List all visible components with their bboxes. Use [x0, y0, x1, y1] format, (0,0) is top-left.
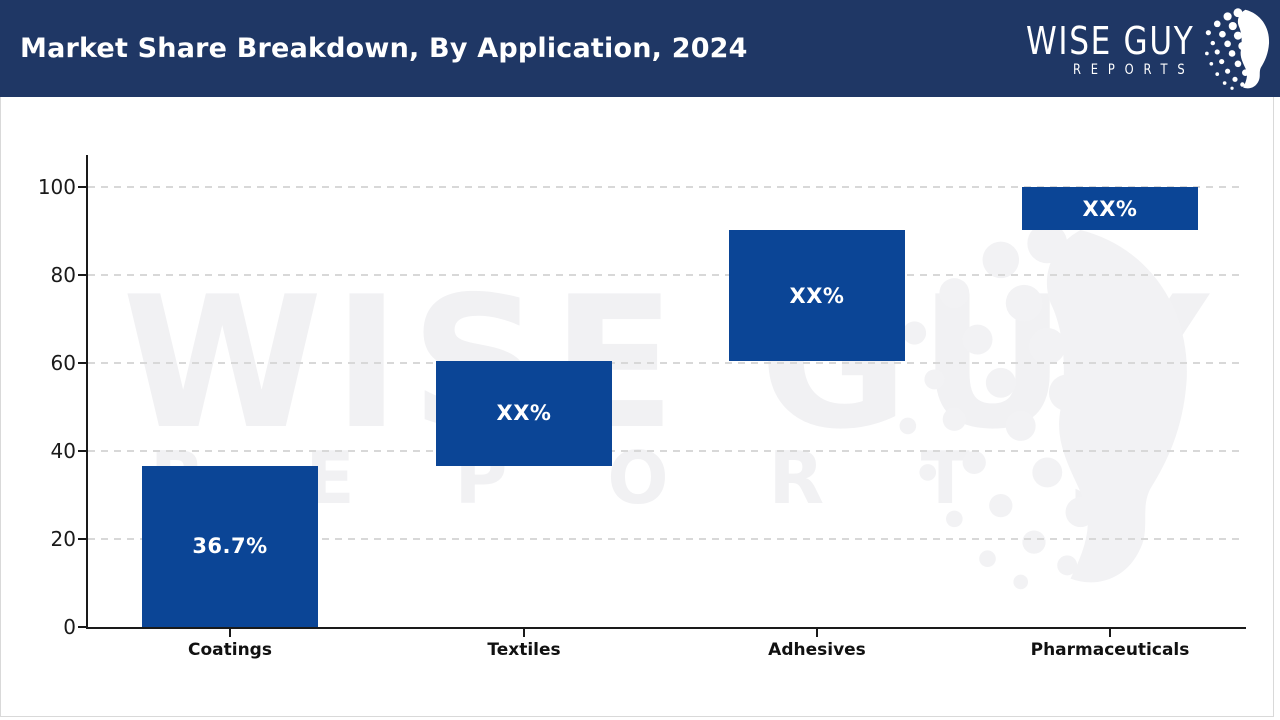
gridline-20: [88, 538, 1245, 540]
bar-value-label: XX%: [496, 401, 552, 426]
y-axis-spine: [86, 155, 88, 629]
y-tick-mark: [78, 362, 86, 364]
bar-value-label: 36.7%: [192, 534, 268, 559]
x-tick-mark: [523, 629, 525, 637]
x-category-label: Coatings: [188, 640, 272, 660]
content-border: [0, 97, 1274, 717]
x-tick-mark: [229, 629, 231, 637]
gridline-40: [88, 450, 1245, 452]
y-tick-label: 20: [50, 527, 76, 551]
y-tick-label: 80: [50, 263, 76, 287]
y-tick-mark: [78, 626, 86, 628]
brand-wordmark: WISE GUY REPORTS: [1026, 21, 1194, 78]
gridline-60: [88, 362, 1245, 364]
header-bar: Market Share Breakdown, By Application, …: [0, 0, 1280, 97]
bar-value-label: XX%: [789, 283, 845, 308]
x-category-label: Pharmaceuticals: [1030, 640, 1190, 660]
x-tick-mark: [816, 629, 818, 637]
y-tick-label: 60: [50, 351, 76, 375]
y-tick-label: 0: [63, 615, 76, 639]
x-tick-mark: [1109, 629, 1111, 637]
bar-adhesives: XX%: [729, 230, 905, 362]
bar-value-label: XX%: [1082, 196, 1138, 221]
brand-wordmark-line1: WISE GUY: [1025, 18, 1194, 63]
x-axis-spine: [86, 627, 1246, 629]
gridline-100: [88, 186, 1245, 188]
x-category-label: Adhesives: [768, 640, 866, 660]
y-tick-mark: [78, 538, 86, 540]
bar-textiles: XX%: [436, 361, 612, 466]
y-tick-label: 40: [50, 439, 76, 463]
brand-dotted-face-icon: [1198, 7, 1272, 91]
y-tick-mark: [78, 186, 86, 188]
brand-logo: WISE GUY REPORTS: [989, 4, 1272, 94]
bar-coatings: 36.7%: [142, 465, 318, 627]
bar-pharmaceuticals: XX%: [1022, 187, 1198, 231]
brand-wordmark-line2: REPORTS: [1072, 61, 1194, 78]
x-category-label: Textiles: [487, 640, 561, 660]
gridline-80: [88, 274, 1245, 276]
y-tick-label: 100: [37, 175, 76, 199]
chart-title: Market Share Breakdown, By Application, …: [20, 33, 748, 64]
y-tick-mark: [78, 450, 86, 452]
y-tick-mark: [78, 274, 86, 276]
